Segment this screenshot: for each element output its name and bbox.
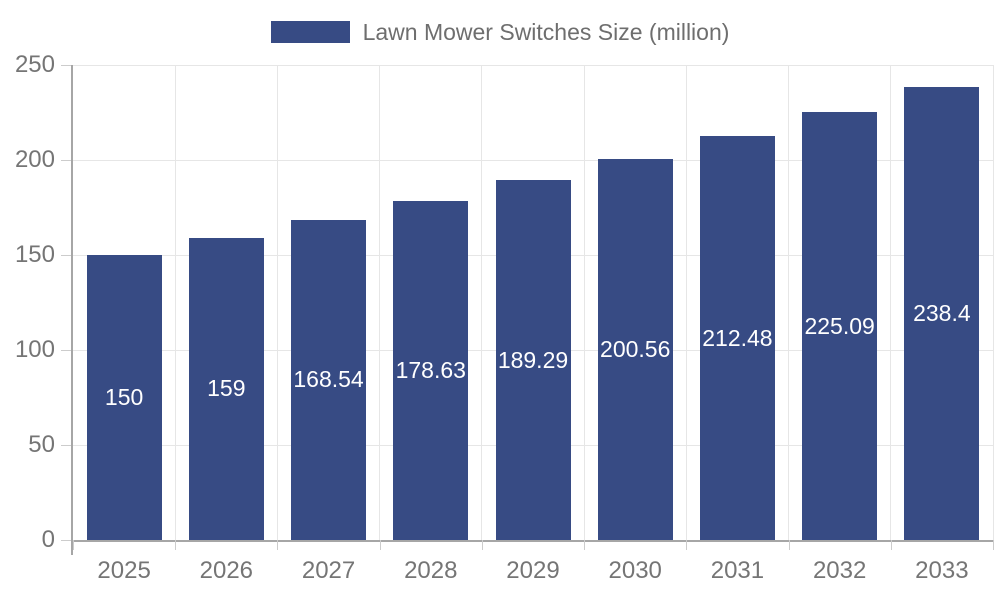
x-axis-tick-label: 2032	[812, 557, 867, 584]
vertical-gridline	[788, 65, 790, 540]
y-axis-tick-label: 0	[41, 526, 55, 553]
legend-swatch-icon	[270, 21, 350, 43]
horizontal-gridline	[73, 64, 993, 66]
x-axis-tick-mark	[379, 540, 381, 550]
x-axis-line	[71, 540, 993, 542]
bar-value-label: 178.63	[395, 356, 466, 383]
vertical-gridline	[174, 65, 176, 540]
bar[interactable]: 168.54	[291, 219, 367, 540]
bar-value-label: 159	[207, 375, 246, 402]
vertical-gridline	[890, 65, 892, 540]
bar[interactable]: 178.63	[393, 200, 469, 540]
x-axis-tick-mark	[175, 540, 177, 550]
x-axis-tick-label: 2025	[97, 557, 151, 584]
x-axis-tick-label: 2030	[608, 557, 662, 584]
vertical-gridline	[685, 65, 687, 540]
vertical-gridline	[276, 65, 278, 540]
y-axis-tick-mark	[61, 65, 71, 66]
legend-label: Lawn Mower Switches Size (million)	[362, 19, 730, 45]
legend[interactable]: Lawn Mower Switches Size (million)	[0, 10, 1000, 54]
y-axis-tick-mark	[61, 540, 71, 541]
x-axis-tick-mark	[686, 540, 688, 550]
x-axis-tick-mark	[277, 540, 279, 550]
x-axis-tick-label: 2027	[301, 557, 356, 584]
x-axis-tick-label: 2026	[199, 557, 254, 584]
x-axis-tick-label: 2028	[404, 557, 458, 584]
bar-value-label: 189.29	[497, 346, 569, 373]
y-axis-tick-mark	[61, 445, 71, 446]
x-axis-tick-mark	[890, 540, 892, 550]
x-axis-tick-mark	[584, 540, 586, 550]
y-axis-tick-label: 50	[28, 431, 55, 458]
bar[interactable]: 189.29	[495, 180, 571, 540]
bar[interactable]: 212.48	[699, 136, 775, 540]
y-axis-line	[71, 65, 73, 555]
horizontal-gridline	[73, 159, 993, 161]
x-axis-tick-mark	[788, 540, 790, 550]
x-axis-tick-mark	[993, 540, 994, 550]
x-axis-tick-label: 2033	[915, 557, 969, 584]
y-axis-tick-mark	[61, 255, 71, 256]
y-axis-tick-mark	[61, 350, 71, 351]
bar-value-label: 200.56	[600, 335, 671, 362]
bar[interactable]: 225.09	[802, 112, 878, 540]
bar[interactable]: 238.4	[904, 87, 980, 540]
bar[interactable]: 150	[86, 255, 162, 540]
vertical-gridline	[481, 65, 483, 540]
y-axis-tick-label: 100	[14, 336, 55, 363]
bar[interactable]: 200.56	[597, 158, 673, 540]
bar-value-label: 150	[104, 384, 144, 410]
vertical-gridline	[379, 65, 381, 540]
x-axis-tick-mark	[481, 540, 483, 550]
y-axis-tick-mark	[61, 160, 71, 161]
x-axis-tick-mark	[73, 540, 74, 550]
y-axis-tick-label: 250	[14, 51, 55, 78]
bar-value-label: 225.09	[804, 312, 875, 339]
y-axis-tick-label: 200	[14, 146, 55, 173]
x-axis-tick-label: 2029	[506, 557, 560, 584]
vertical-gridline	[992, 65, 994, 540]
vertical-gridline	[583, 65, 585, 540]
bar-value-label: 238.4	[913, 300, 971, 327]
x-axis-tick-label: 2031	[710, 557, 765, 584]
bar-value-label: 212.48	[702, 324, 773, 351]
bar[interactable]: 159	[188, 237, 264, 540]
plot-area: 150 159 168.54 178.63 189.29 200.56 212.48 225.…	[71, 64, 994, 555]
y-axis-tick-label: 150	[14, 241, 55, 268]
bar-value-label: 168.54	[293, 366, 364, 393]
